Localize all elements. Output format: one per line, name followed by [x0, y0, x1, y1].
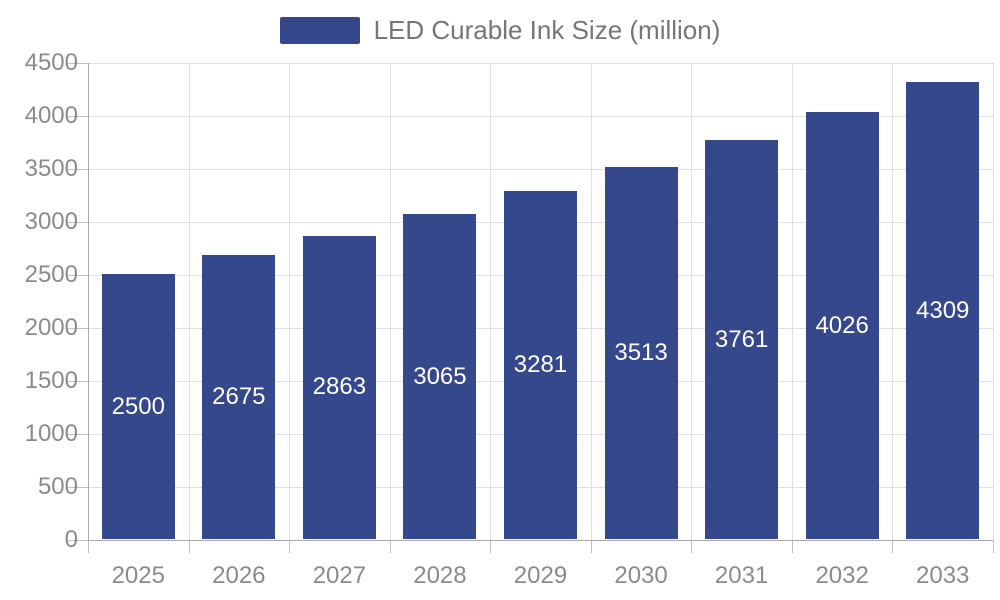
x-axis-label: 2033 [916, 562, 970, 589]
y-axis-line [88, 63, 89, 540]
y-axis-label: 4000 [24, 102, 78, 129]
x-axis-tick [590, 540, 592, 553]
y-gridline [88, 63, 993, 64]
bar-value-label: 3065 [413, 362, 467, 390]
x-axis-label: 2026 [212, 562, 266, 589]
bar-2029[interactable]: 3281 [504, 191, 577, 539]
x-axis-label: 2032 [815, 562, 869, 589]
bar-2028[interactable]: 3065 [403, 214, 477, 539]
y-axis-tick [68, 381, 88, 382]
bar-value-label: 2675 [212, 383, 266, 411]
y-axis-tick [68, 328, 88, 329]
x-gridline [892, 63, 894, 540]
y-axis-tick [68, 63, 88, 64]
x-gridline [289, 63, 291, 540]
y-axis-label: 1000 [24, 420, 78, 447]
bar-2027[interactable]: 2863 [302, 235, 376, 539]
x-axis-line [88, 540, 993, 541]
x-axis-tick [791, 540, 793, 553]
x-axis-label: 2028 [413, 562, 467, 589]
y-axis-tick [68, 540, 88, 541]
x-axis-label: 2030 [614, 562, 668, 589]
x-gridline [188, 63, 190, 540]
y-axis-tick [68, 222, 88, 223]
x-axis-tick [188, 540, 190, 553]
x-axis-tick [88, 540, 89, 553]
x-axis-tick [389, 540, 391, 553]
y-axis-label: 4500 [24, 49, 78, 76]
x-gridline [389, 63, 391, 540]
x-axis-tick [289, 540, 291, 553]
y-axis-tick [68, 116, 88, 117]
bar-value-label: 4309 [916, 296, 970, 324]
y-axis-label: 1500 [24, 367, 78, 394]
y-axis-label: 2500 [24, 261, 78, 288]
bar-value-label: 2500 [111, 392, 165, 420]
bar-2026[interactable]: 2675 [202, 255, 276, 539]
x-axis-label: 2031 [714, 562, 769, 589]
x-axis-tick [892, 540, 894, 553]
bar-2025[interactable]: 2500 [101, 274, 175, 539]
bar-value-label: 4026 [815, 311, 869, 339]
y-axis-label: 2000 [24, 314, 78, 341]
x-axis-tick [993, 540, 994, 553]
bar-value-label: 2863 [312, 373, 367, 401]
x-axis-label: 2025 [111, 562, 165, 589]
bar-value-label: 3513 [614, 338, 668, 366]
bar-2031[interactable]: 3761 [705, 140, 779, 539]
bar-2032[interactable]: 4026 [805, 112, 879, 539]
x-axis-tick [490, 540, 492, 553]
x-gridline [791, 63, 793, 540]
x-gridline [993, 63, 994, 540]
y-axis-label: 3500 [24, 155, 78, 182]
x-axis-label: 2027 [312, 562, 367, 589]
y-axis-tick [68, 487, 88, 488]
y-gridline [88, 116, 993, 117]
bar-2033[interactable]: 4309 [906, 82, 980, 539]
y-axis-label: 0 [64, 526, 78, 553]
legend[interactable]: LED Curable Ink Size (million) [0, 15, 1000, 46]
x-axis-label: 2029 [513, 562, 568, 589]
plot-area: 0 500 1000 1500 2000 2500 3000 3500 4000 4500 2500… [25, 49, 994, 589]
bar-2030[interactable]: 3513 [604, 166, 678, 539]
y-axis-tick [68, 434, 88, 435]
x-gridline [490, 63, 492, 540]
bar-value-label: 3761 [714, 325, 769, 353]
y-axis-label: 3000 [24, 208, 78, 235]
bar-value-label: 3281 [513, 351, 568, 379]
x-gridline [590, 63, 592, 540]
legend-swatch [279, 17, 360, 44]
y-axis-tick [68, 169, 88, 170]
legend-label: LED Curable Ink Size (million) [373, 15, 721, 45]
x-axis-tick [691, 540, 693, 553]
x-gridline [691, 63, 693, 540]
y-axis-label: 500 [37, 473, 78, 500]
y-axis-tick [68, 275, 88, 276]
y-gridline [88, 169, 993, 170]
